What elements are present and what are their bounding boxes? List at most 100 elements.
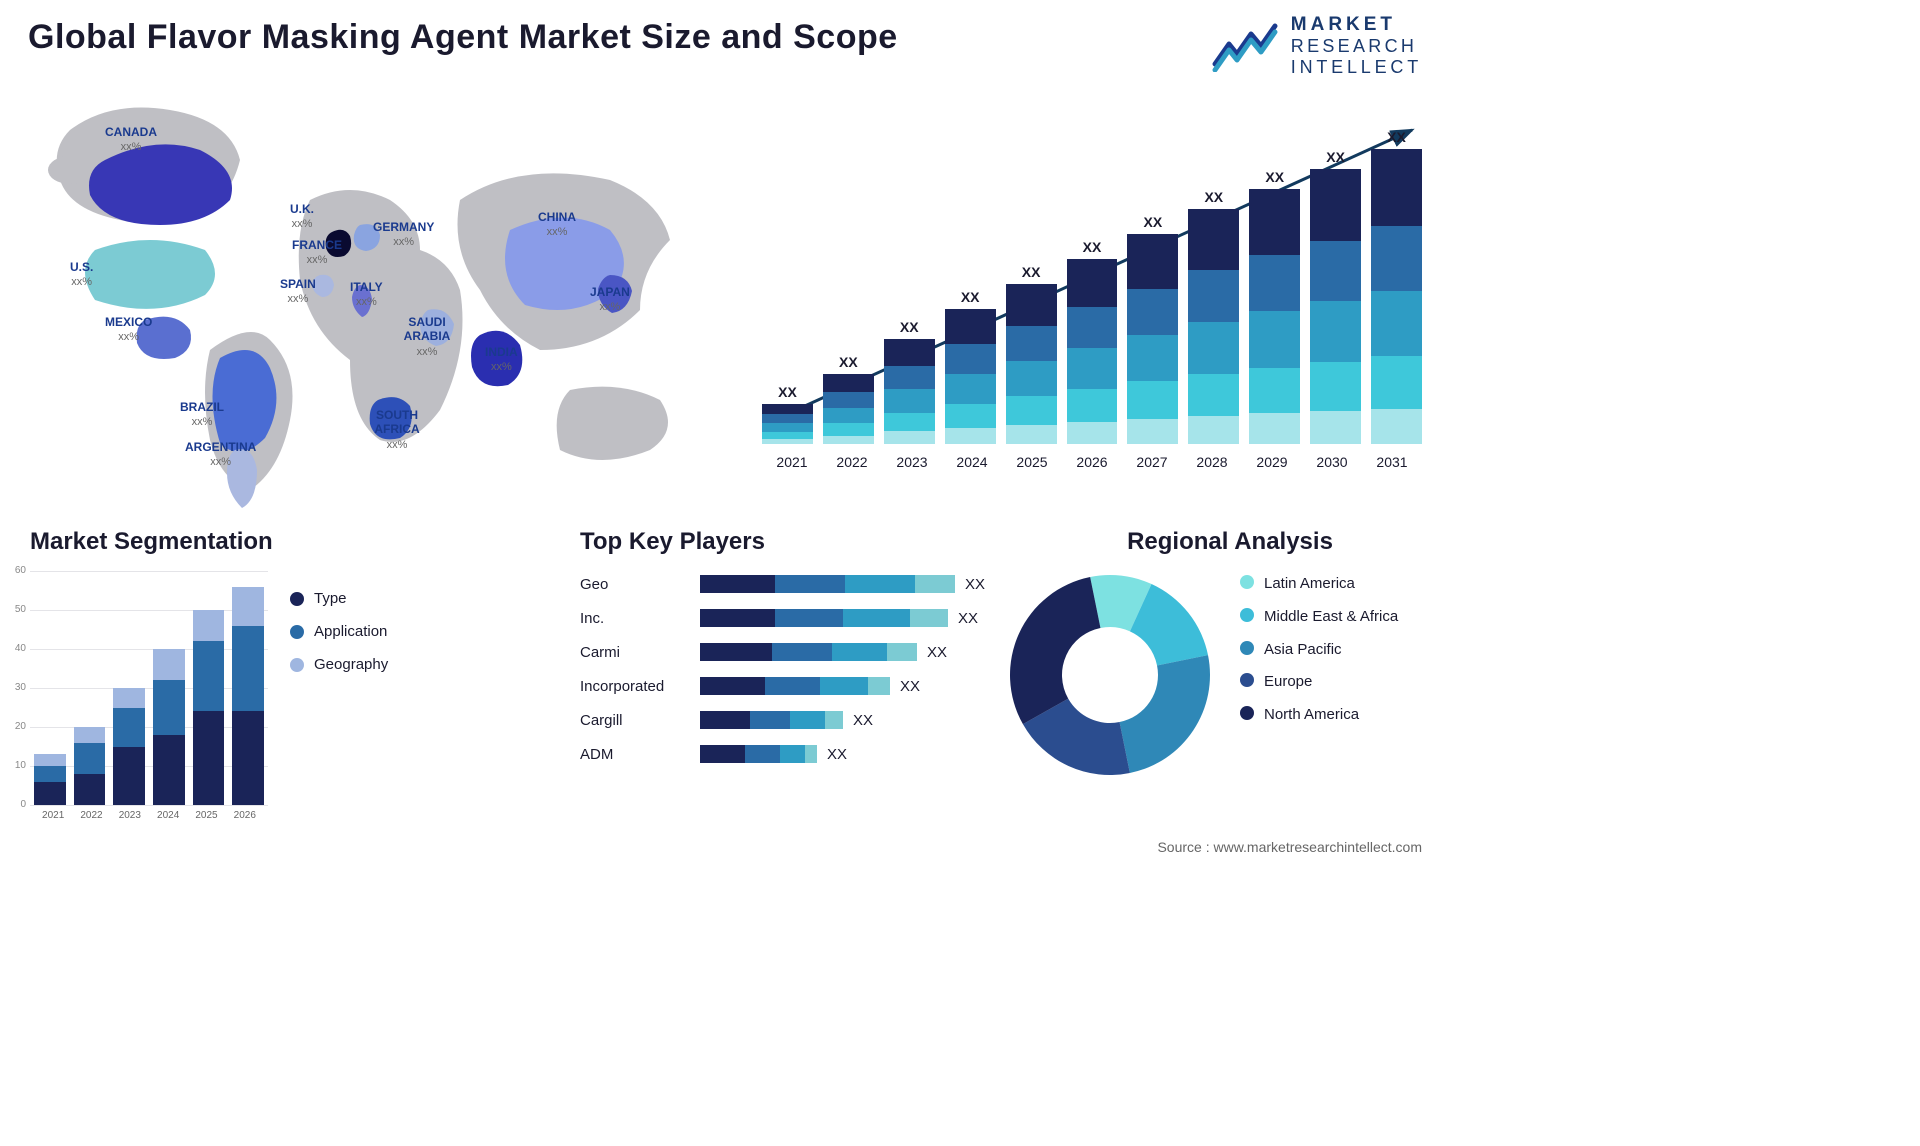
map-label: SPAINxx% (280, 277, 316, 307)
regional-legend: Latin America Middle East & Africa Asia Pa… (1240, 575, 1398, 739)
players-chart: GeoXXInc.XXCarmiXXIncorporatedXXCargillX… (580, 572, 1000, 776)
legend-item: Application (290, 623, 388, 640)
legend-swatch (1240, 608, 1254, 622)
map-label: SAUDI ARABIAxx% (392, 315, 462, 359)
legend-swatch (290, 625, 304, 639)
player-name: Incorporated (580, 678, 700, 695)
player-bar (700, 609, 948, 627)
player-value: XX (958, 610, 978, 627)
growth-bar: XX (823, 354, 874, 444)
player-row: CargillXX (580, 708, 1000, 732)
growth-bar: XX (1067, 239, 1118, 444)
growth-year-label: 2030 (1302, 454, 1362, 470)
legend-item: Latin America (1240, 575, 1398, 594)
growth-bar-label: XX (1371, 129, 1422, 145)
legend-label: Application (314, 623, 387, 640)
page-title: Global Flavor Masking Agent Market Size … (28, 18, 898, 57)
legend-swatch (1240, 575, 1254, 589)
growth-bar: XX (884, 319, 935, 444)
player-value: XX (827, 746, 847, 763)
seg-year-label: 2026 (226, 810, 264, 821)
player-bar (700, 575, 955, 593)
growth-bar: XX (1127, 214, 1178, 444)
map-label: JAPANxx% (590, 285, 630, 315)
growth-year-label: 2028 (1182, 454, 1242, 470)
legend-item: Geography (290, 656, 388, 673)
legend-label: Middle East & Africa (1264, 608, 1398, 627)
segmentation-bar (153, 649, 185, 805)
segmentation-legend: Type Application Geography (290, 590, 388, 689)
seg-year-label: 2024 (149, 810, 187, 821)
player-name: Geo (580, 576, 700, 593)
map-label: SOUTH AFRICAxx% (362, 408, 432, 452)
growth-bar-label: XX (762, 384, 813, 400)
map-label: FRANCExx% (292, 238, 342, 268)
seg-ytick: 40 (8, 643, 26, 654)
growth-year-label: 2024 (942, 454, 1002, 470)
world-map: CANADAxx%U.S.xx%MEXICOxx%BRAZILxx%ARGENT… (10, 90, 730, 510)
regional-donut (1000, 565, 1220, 785)
growth-year-label: 2026 (1062, 454, 1122, 470)
player-bar (700, 745, 817, 763)
regional-heading: Regional Analysis (1050, 528, 1410, 556)
player-name: Cargill (580, 712, 700, 729)
legend-swatch (1240, 706, 1254, 720)
growth-bar-label: XX (1127, 214, 1178, 230)
legend-label: Geography (314, 656, 388, 673)
map-label: ARGENTINAxx% (185, 440, 256, 470)
player-bar (700, 677, 890, 695)
growth-year-label: 2027 (1122, 454, 1182, 470)
seg-ytick: 0 (8, 799, 26, 810)
legend-item: Asia Pacific (1240, 641, 1398, 660)
map-label: INDIAxx% (485, 345, 518, 375)
seg-ytick: 20 (8, 721, 26, 732)
logo-text-1: MARKET (1291, 14, 1422, 36)
growth-bar: XX (1188, 189, 1239, 444)
seg-year-label: 2025 (187, 810, 225, 821)
logo-icon (1211, 20, 1279, 72)
growth-bar: XX (762, 384, 813, 444)
map-label: CANADAxx% (105, 125, 157, 155)
growth-bar-label: XX (1006, 264, 1057, 280)
growth-year-label: 2021 (762, 454, 822, 470)
seg-ytick: 60 (8, 565, 26, 576)
segmentation-chart: 0102030405060 202120222023202420252026 (8, 565, 268, 825)
segmentation-bar (232, 587, 264, 805)
segmentation-bar (74, 727, 106, 805)
growth-bar: XX (1249, 169, 1300, 444)
player-row: Carmi XX (580, 640, 1000, 664)
segmentation-bar (113, 688, 145, 805)
legend-item: Europe (1240, 673, 1398, 692)
segmentation-heading: Market Segmentation (30, 528, 273, 556)
growth-year-label: 2031 (1362, 454, 1422, 470)
growth-year-label: 2022 (822, 454, 882, 470)
seg-year-label: 2021 (34, 810, 72, 821)
brand-logo: MARKET RESEARCH INTELLECT (1211, 14, 1422, 78)
player-value: XX (965, 576, 985, 593)
player-row: Inc.XX (580, 606, 1000, 630)
player-row: ADMXX (580, 742, 1000, 766)
legend-swatch (1240, 641, 1254, 655)
growth-bar-label: XX (1188, 189, 1239, 205)
player-value: XX (900, 678, 920, 695)
player-value: XX (927, 644, 947, 661)
growth-bar: XX (945, 289, 996, 444)
legend-label: Type (314, 590, 347, 607)
player-name: Carmi (580, 644, 700, 661)
seg-ytick: 50 (8, 604, 26, 615)
legend-item: Middle East & Africa (1240, 608, 1398, 627)
legend-swatch (290, 658, 304, 672)
seg-ytick: 30 (8, 682, 26, 693)
legend-swatch (1240, 673, 1254, 687)
legend-label: Latin America (1264, 575, 1355, 594)
growth-bar-label: XX (823, 354, 874, 370)
legend-item: Type (290, 590, 388, 607)
growth-bar: XX (1006, 264, 1057, 444)
growth-year-label: 2025 (1002, 454, 1062, 470)
map-label: GERMANYxx% (373, 220, 434, 250)
seg-year-label: 2023 (111, 810, 149, 821)
player-bar (700, 711, 843, 729)
map-label: CHINAxx% (538, 210, 576, 240)
growth-year-label: 2023 (882, 454, 942, 470)
segmentation-bar (193, 610, 225, 805)
